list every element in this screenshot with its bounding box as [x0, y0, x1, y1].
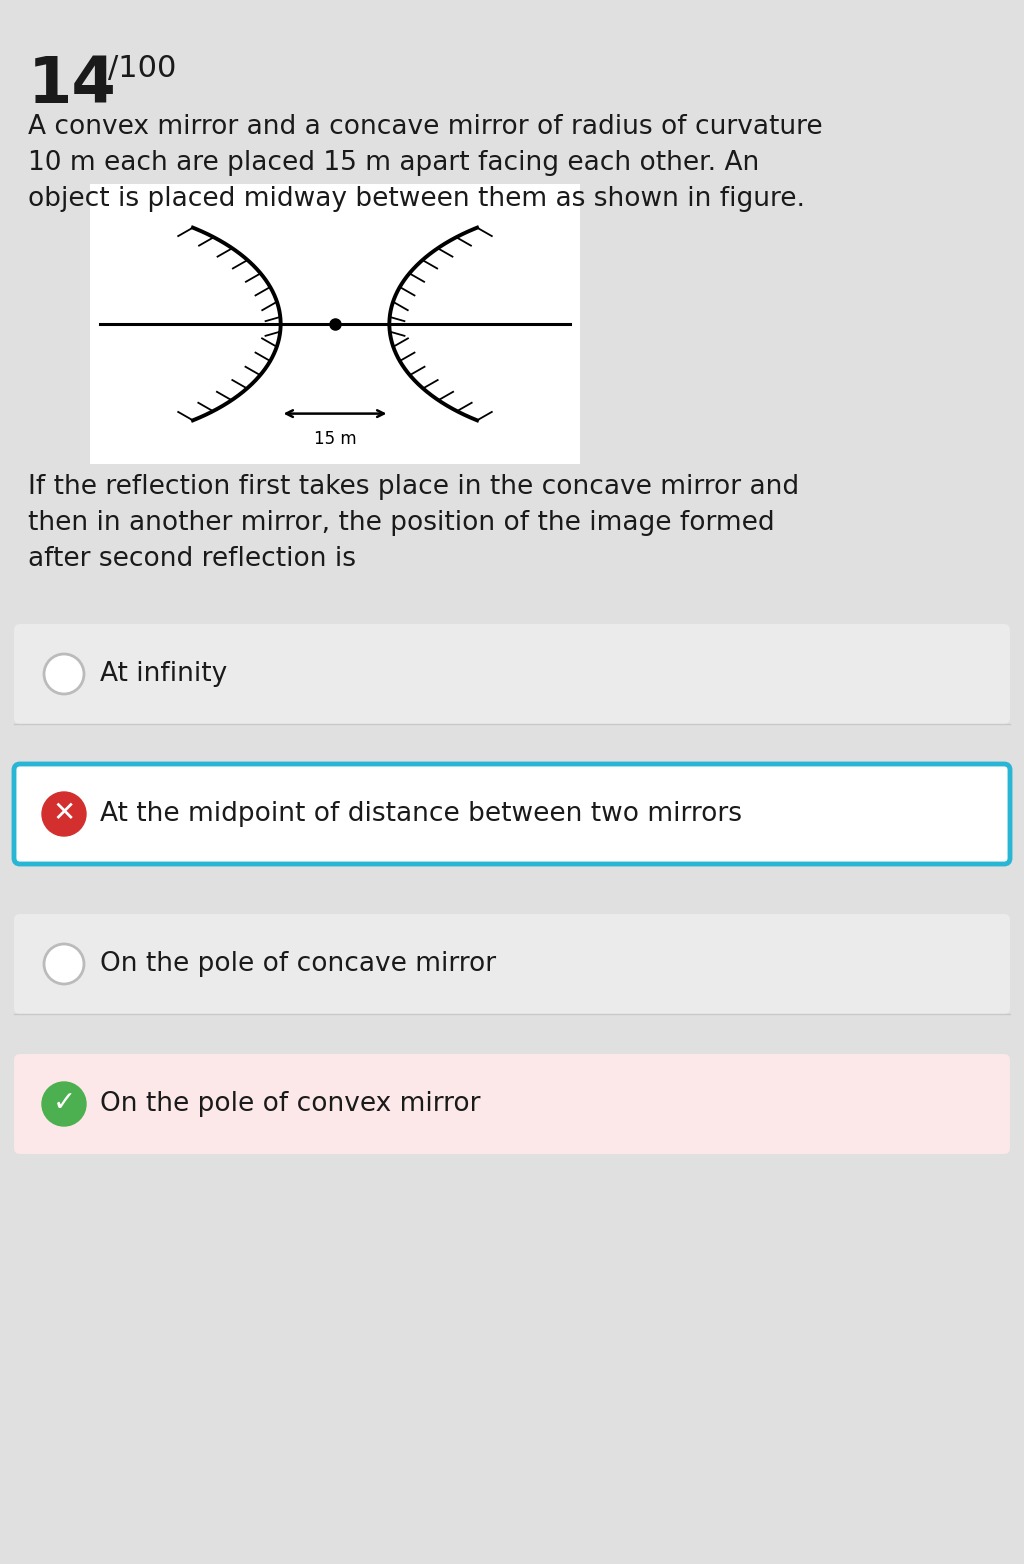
Text: ✓: ✓: [52, 1089, 76, 1117]
FancyBboxPatch shape: [14, 624, 1010, 724]
Text: On the pole of concave mirror: On the pole of concave mirror: [100, 951, 496, 978]
Text: If the reflection first takes place in the concave mirror and: If the reflection first takes place in t…: [28, 474, 799, 500]
Text: At infinity: At infinity: [100, 662, 227, 687]
Text: 10 m each are placed 15 m apart facing each other. An: 10 m each are placed 15 m apart facing e…: [28, 150, 759, 177]
Text: 14: 14: [28, 55, 117, 116]
Text: object is placed midway between them as shown in figure.: object is placed midway between them as …: [28, 186, 805, 213]
FancyBboxPatch shape: [14, 763, 1010, 863]
Circle shape: [42, 791, 86, 837]
Circle shape: [42, 1082, 86, 1126]
FancyBboxPatch shape: [14, 913, 1010, 1013]
Circle shape: [44, 654, 84, 694]
Text: ✕: ✕: [52, 799, 76, 827]
Text: On the pole of convex mirror: On the pole of convex mirror: [100, 1092, 480, 1117]
Text: A convex mirror and a concave mirror of radius of curvature: A convex mirror and a concave mirror of …: [28, 114, 822, 141]
Text: /100: /100: [108, 55, 176, 83]
Text: At the midpoint of distance between two mirrors: At the midpoint of distance between two …: [100, 801, 742, 827]
FancyBboxPatch shape: [90, 185, 580, 465]
Text: 15 m: 15 m: [313, 430, 356, 449]
Circle shape: [44, 945, 84, 984]
Text: after second reflection is: after second reflection is: [28, 546, 356, 572]
FancyBboxPatch shape: [14, 1054, 1010, 1154]
Text: then in another mirror, the position of the image formed: then in another mirror, the position of …: [28, 510, 774, 536]
